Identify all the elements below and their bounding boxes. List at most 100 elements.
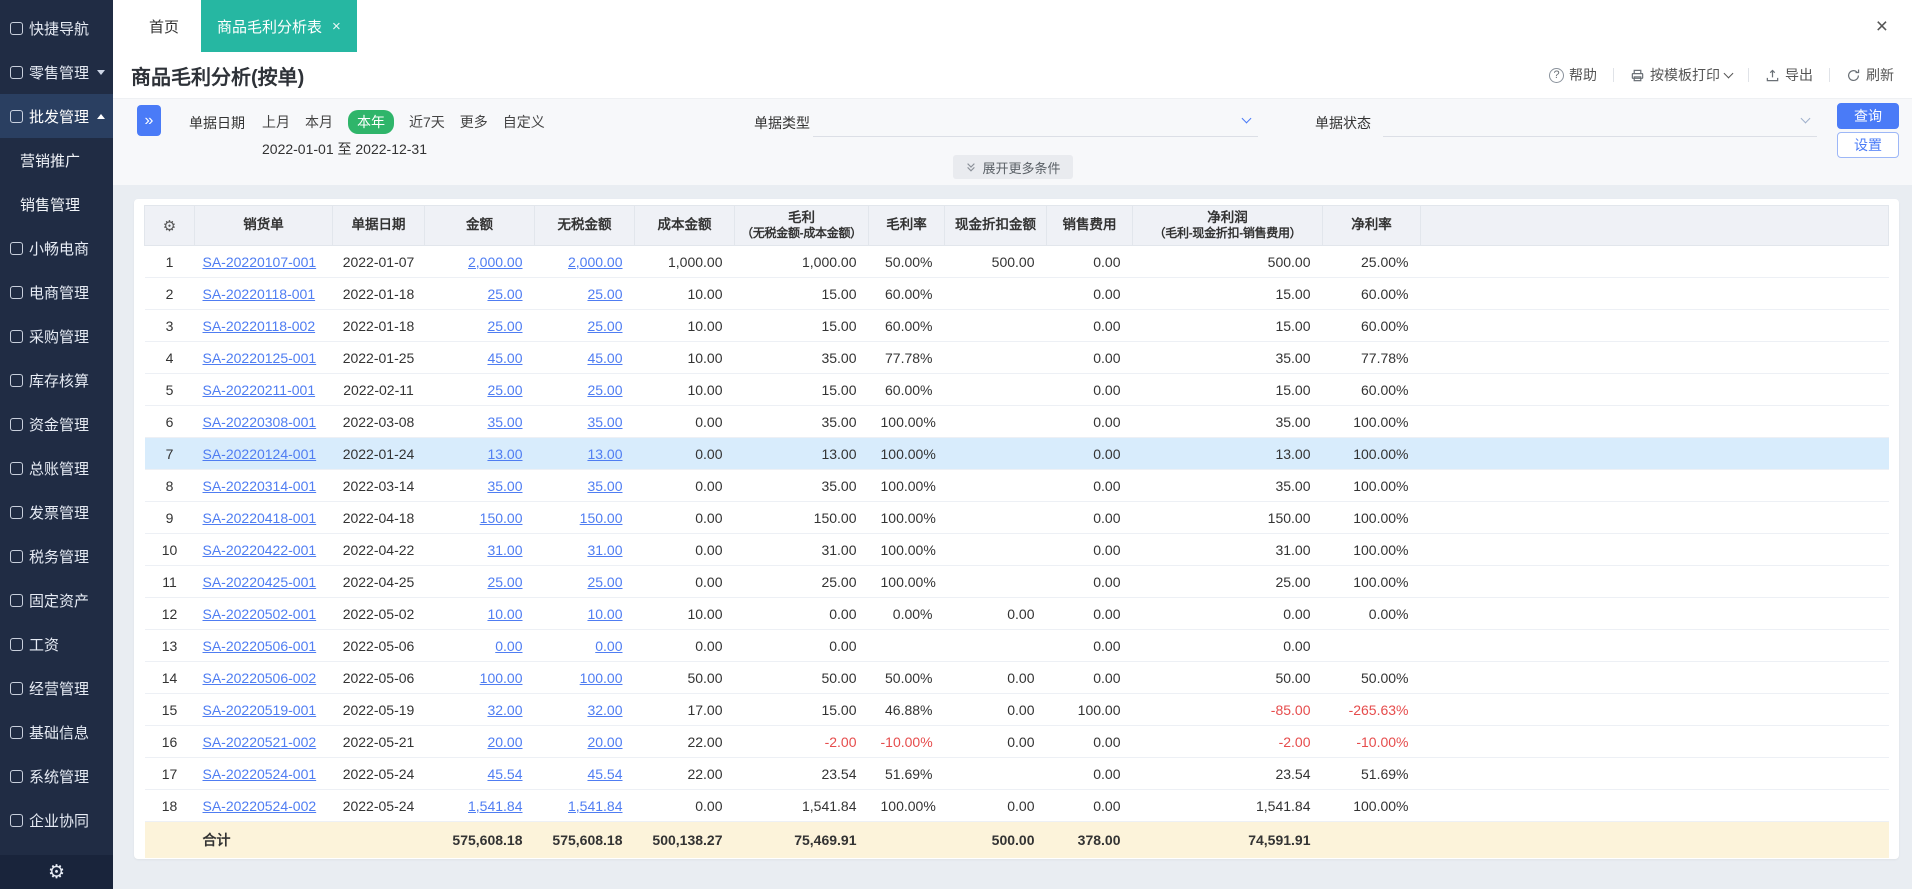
order-link[interactable]: SA-20220124-001	[202, 445, 317, 462]
sidebar-item[interactable]: 快捷导航	[0, 6, 113, 50]
order-link[interactable]: SA-20220502-001	[202, 605, 317, 622]
tab-gross-profit-report[interactable]: 商品毛利分析表 ×	[201, 0, 357, 52]
amount-link[interactable]: 2,000.00	[468, 253, 523, 270]
amount-link[interactable]: 35.00	[587, 413, 623, 430]
amount-link[interactable]: 25.00	[587, 285, 623, 302]
order-link[interactable]: SA-20220418-001	[202, 509, 317, 526]
tab-home[interactable]: 首页	[127, 0, 201, 52]
order-link[interactable]: SA-20220521-002	[202, 733, 317, 750]
sidebar-item[interactable]: 营销推广	[0, 138, 113, 182]
amount-link[interactable]: 25.00	[587, 573, 623, 590]
sidebar-item[interactable]: 销售管理	[0, 182, 113, 226]
table-row[interactable]: 13 SA-20220506-001 2022-05-06 0.00 0.00 0.00 0…	[144, 629, 1889, 662]
amount-link[interactable]: 25.00	[487, 381, 523, 398]
order-link[interactable]: SA-20220118-002	[202, 317, 316, 334]
column-header-order[interactable]: 销货单	[194, 205, 333, 246]
order-link[interactable]: SA-20220519-001	[202, 701, 317, 718]
sidebar-item[interactable]: 总账管理	[0, 446, 113, 490]
close-icon[interactable]: ×	[332, 17, 341, 35]
column-header-cost[interactable]: 成本金额	[634, 205, 735, 246]
order-link[interactable]: SA-20220314-001	[202, 477, 317, 494]
date-option-last-month[interactable]: 上月	[262, 114, 290, 130]
amount-link[interactable]: 100.00	[579, 669, 623, 686]
amount-link[interactable]: 35.00	[587, 477, 623, 494]
sidebar-item[interactable]: 零售管理	[0, 50, 113, 94]
date-option-custom[interactable]: 自定义	[502, 114, 545, 130]
date-option-this-year[interactable]: 本年	[348, 110, 394, 134]
doc-type-select[interactable]	[813, 107, 1258, 137]
table-row[interactable]: 12 SA-20220502-001 2022-05-02 10.00 10.00 10.…	[144, 597, 1889, 630]
column-header-gross_rate[interactable]: 毛利率	[868, 205, 945, 246]
order-link[interactable]: SA-20220524-002	[202, 797, 317, 814]
order-link[interactable]: SA-20220107-001	[202, 253, 317, 270]
order-link[interactable]: SA-20220425-001	[202, 573, 317, 590]
amount-link[interactable]: 25.00	[487, 285, 523, 302]
date-option-last-7-days[interactable]: 近7天	[409, 114, 445, 130]
close-icon[interactable]: ×	[1875, 14, 1888, 38]
order-link[interactable]: SA-20220308-001	[202, 413, 317, 430]
order-link[interactable]: SA-20220524-001	[202, 765, 317, 782]
amount-link[interactable]: 31.00	[587, 541, 623, 558]
column-header-amount[interactable]: 金额	[424, 205, 535, 246]
amount-link[interactable]: 32.00	[487, 701, 523, 718]
sidebar-item[interactable]: 企业协同	[0, 798, 113, 842]
order-link[interactable]: SA-20220506-002	[202, 669, 317, 686]
table-row[interactable]: 1 SA-20220107-001 2022-01-07 2,000.00 2,000.…	[144, 245, 1889, 278]
amount-link[interactable]: 35.00	[487, 413, 523, 430]
amount-link[interactable]: 31.00	[487, 541, 523, 558]
sidebar-item[interactable]: 工资	[0, 622, 113, 666]
column-header-tax_free[interactable]: 无税金额	[534, 205, 635, 246]
sidebar-item[interactable]: 税务管理	[0, 534, 113, 578]
amount-link[interactable]: 25.00	[587, 381, 623, 398]
amount-link[interactable]: 0.00	[495, 637, 523, 654]
table-row[interactable]: 16 SA-20220521-002 2022-05-21 20.00 20.00 22.…	[144, 725, 1889, 758]
column-header-date[interactable]: 单据日期	[332, 205, 425, 246]
amount-link[interactable]: 32.00	[587, 701, 623, 718]
amount-link[interactable]: 45.54	[487, 765, 523, 782]
table-row[interactable]: 5 SA-20220211-001 2022-02-11 25.00 25.00 10.0…	[144, 373, 1889, 406]
amount-link[interactable]: 25.00	[587, 317, 623, 334]
column-header-expense[interactable]: 销售费用	[1046, 205, 1133, 246]
date-range-value[interactable]: 2022-01-01 至 2022-12-31	[262, 141, 428, 157]
table-row[interactable]: 6 SA-20220308-001 2022-03-08 35.00 35.00 0.00…	[144, 405, 1889, 438]
date-option-more[interactable]: 更多	[459, 114, 488, 130]
table-row[interactable]: 2 SA-20220118-001 2022-01-18 25.00 25.00 10.0…	[144, 277, 1889, 310]
sidebar-item[interactable]: 系统管理	[0, 754, 113, 798]
table-row[interactable]: 7 SA-20220124-001 2022-01-24 13.00 13.00 0.00…	[144, 437, 1889, 470]
gear-icon[interactable]: ⚙	[47, 861, 66, 883]
column-header-net_rate[interactable]: 净利率	[1322, 205, 1421, 246]
amount-link[interactable]: 45.54	[587, 765, 623, 782]
query-button[interactable]: 查询	[1837, 103, 1899, 129]
table-row[interactable]: 17 SA-20220524-001 2022-05-24 45.54 45.54 22.…	[144, 757, 1889, 790]
order-link[interactable]: SA-20220422-001	[202, 541, 317, 558]
sidebar-item[interactable]: 基础信息	[0, 710, 113, 754]
sidebar-item[interactable]: 批发管理	[0, 94, 113, 138]
sidebar-item[interactable]: 采购管理	[0, 314, 113, 358]
amount-link[interactable]: 10.00	[587, 605, 623, 622]
collapse-filter-button[interactable]: »	[137, 105, 161, 136]
table-row[interactable]: 14 SA-20220506-002 2022-05-06 100.00 100.00 5…	[144, 661, 1889, 694]
amount-link[interactable]: 0.00	[595, 637, 623, 654]
amount-link[interactable]: 45.00	[587, 349, 623, 366]
column-header-gross[interactable]: 毛利 （无税金额-成本金额）	[734, 205, 869, 246]
sidebar-item[interactable]: 固定资产	[0, 578, 113, 622]
table-row[interactable]: 9 SA-20220418-001 2022-04-18 150.00 150.00 0.…	[144, 501, 1889, 534]
order-link[interactable]: SA-20220506-001	[202, 637, 317, 654]
sidebar-item[interactable]: 小畅电商	[0, 226, 113, 270]
amount-link[interactable]: 25.00	[487, 317, 523, 334]
doc-status-select[interactable]	[1383, 107, 1817, 137]
amount-link[interactable]: 1,541.84	[568, 797, 623, 814]
column-settings-button[interactable]: ⚙	[144, 205, 195, 246]
order-link[interactable]: SA-20220211-001	[202, 381, 316, 398]
column-header-cash_discount[interactable]: 现金折扣金额	[944, 205, 1047, 246]
sidebar-item[interactable]: 经营管理	[0, 666, 113, 710]
amount-link[interactable]: 20.00	[587, 733, 623, 750]
sidebar-item[interactable]: 资金管理	[0, 402, 113, 446]
amount-link[interactable]: 10.00	[487, 605, 523, 622]
amount-link[interactable]: 45.00	[487, 349, 523, 366]
table-row[interactable]: 15 SA-20220519-001 2022-05-19 32.00 32.00 17.…	[144, 693, 1889, 726]
table-row[interactable]: 10 SA-20220422-001 2022-04-22 31.00 31.00 0.0…	[144, 533, 1889, 566]
order-link[interactable]: SA-20220118-001	[202, 285, 316, 302]
sidebar-item[interactable]: 电商管理	[0, 270, 113, 314]
table-row[interactable]: 11 SA-20220425-001 2022-04-25 25.00 25.00 0.0…	[144, 565, 1889, 598]
